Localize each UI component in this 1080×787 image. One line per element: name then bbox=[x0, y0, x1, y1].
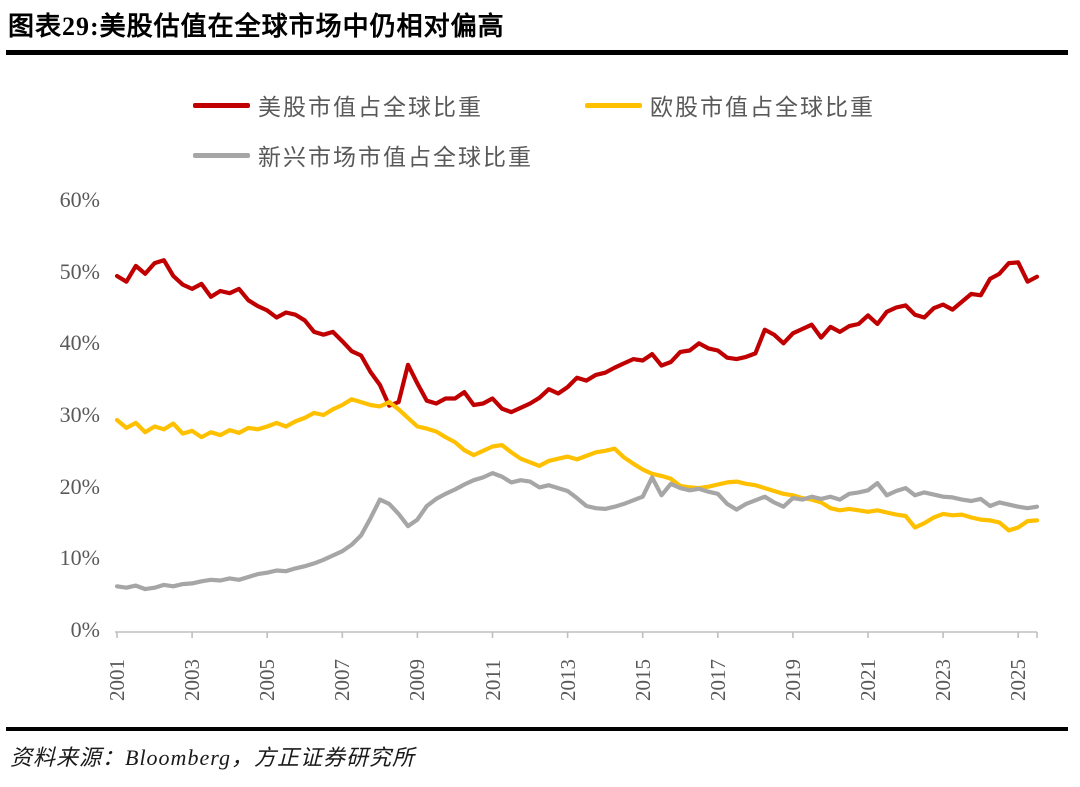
legend-swatch-europe-icon bbox=[585, 102, 642, 108]
legend-item-em: 新兴市场市值占全球比重 bbox=[193, 138, 533, 172]
source-note: 资料来源：Bloomberg，方正证券研究所 bbox=[10, 745, 415, 770]
y-tick-label: 20% bbox=[59, 473, 100, 499]
x-tick-label: 2019 bbox=[780, 659, 805, 701]
y-tick-label: 60% bbox=[59, 187, 100, 212]
chart-legend: 美股市值占全球比重 欧股市值占全球比重 新兴市场市值占全球比重 bbox=[193, 88, 875, 172]
y-tick-label: 50% bbox=[59, 258, 100, 284]
legend-swatch-us-icon bbox=[193, 102, 250, 108]
x-tick-label: 2021 bbox=[856, 659, 881, 701]
x-tick-label: 2023 bbox=[931, 659, 956, 701]
legend-item-europe: 欧股市值占全球比重 bbox=[585, 88, 875, 122]
legend-item-us: 美股市值占全球比重 bbox=[193, 88, 533, 122]
y-tick-label: 10% bbox=[59, 545, 100, 571]
figure-title: 图表29:美股估值在全球市场中仍相对偏高 bbox=[8, 12, 505, 41]
series-line-us bbox=[114, 258, 1040, 415]
x-tick-label: 2015 bbox=[630, 659, 655, 701]
y-tick-label: 40% bbox=[59, 330, 100, 356]
title-divider bbox=[6, 50, 1068, 55]
x-tick-label: 2003 bbox=[180, 659, 205, 701]
legend-swatch-em-icon bbox=[193, 152, 250, 158]
series-line-em bbox=[114, 471, 1040, 592]
legend-label-us: 美股市值占全球比重 bbox=[258, 95, 483, 120]
x-axis-line bbox=[115, 631, 1038, 638]
x-tick-label: 2017 bbox=[705, 659, 730, 701]
legend-label-europe: 欧股市值占全球比重 bbox=[650, 95, 875, 120]
legend-label-em: 新兴市场市值占全球比重 bbox=[258, 145, 533, 170]
y-tick-label: 0% bbox=[70, 617, 100, 642]
x-tick-label: 2001 bbox=[105, 659, 129, 701]
x-tick-label: 2007 bbox=[330, 659, 355, 701]
x-tick-label: 2013 bbox=[555, 659, 580, 701]
footer-divider bbox=[6, 727, 1068, 731]
x-tick-label: 2005 bbox=[255, 659, 280, 701]
x-tick-label: 2011 bbox=[480, 659, 505, 701]
series-line-europe bbox=[114, 397, 1040, 533]
x-tick-label: 2025 bbox=[1006, 659, 1031, 701]
x-tick-label: 2009 bbox=[405, 659, 430, 701]
y-tick-label: 30% bbox=[59, 402, 100, 427]
